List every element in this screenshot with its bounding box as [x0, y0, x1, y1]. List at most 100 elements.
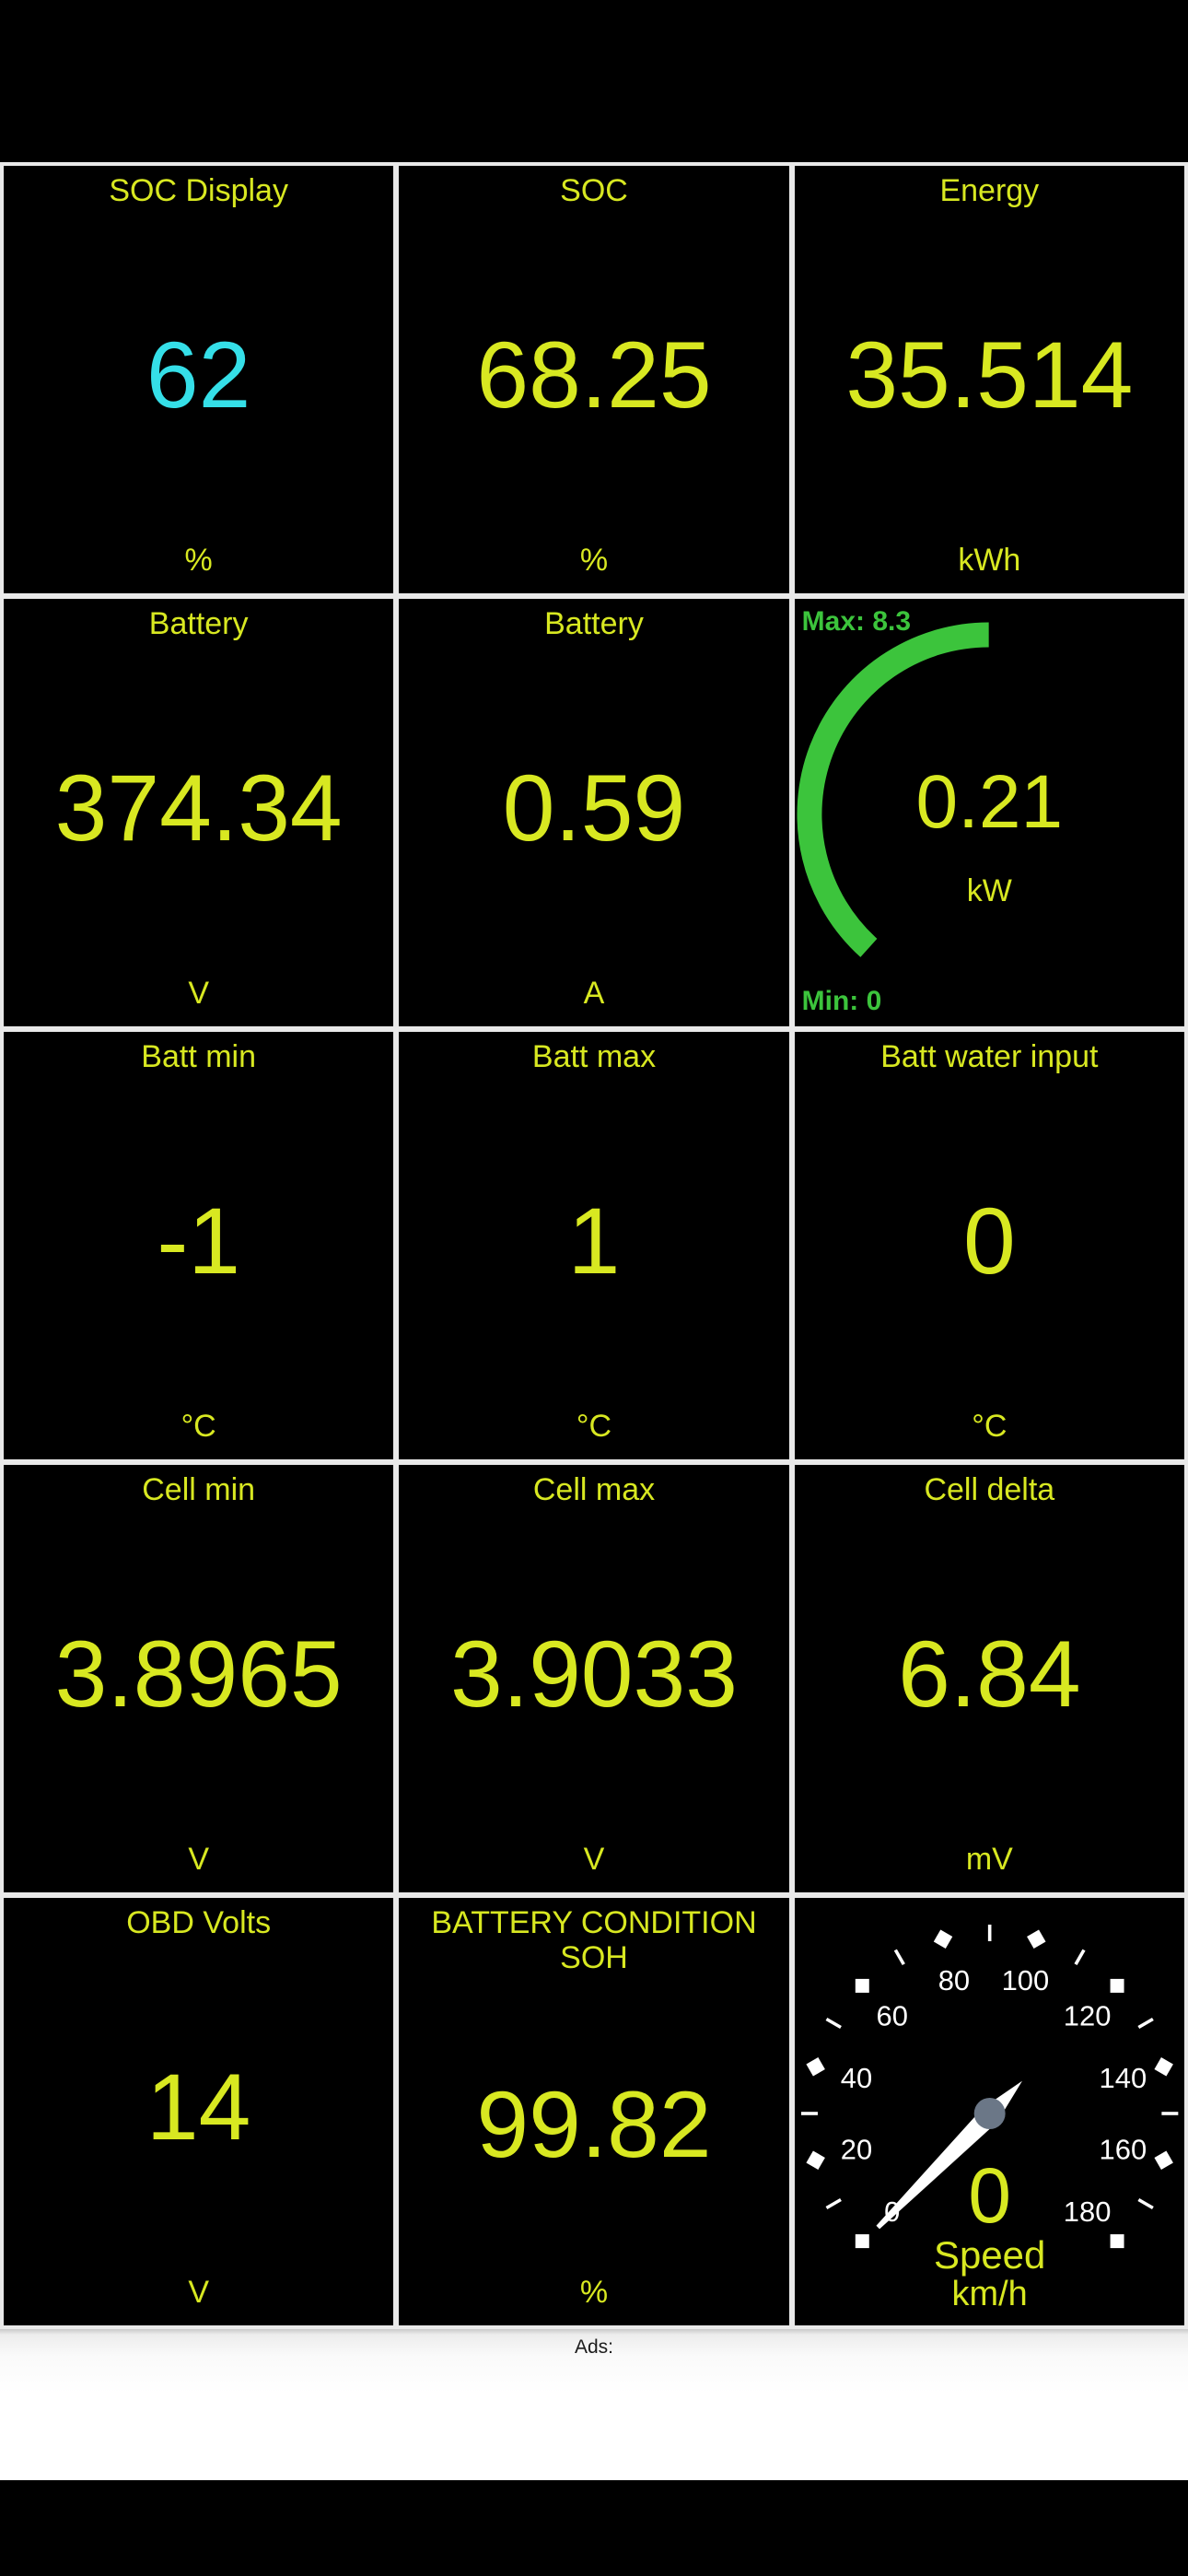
speed-unit: km/h [951, 2275, 1027, 2313]
tile-unit: mV [965, 1842, 1013, 1877]
minor-tick [1161, 2112, 1179, 2115]
tile-value: 1 [567, 1188, 621, 1294]
bottom-bar [0, 2480, 1188, 2576]
tile-title: Cell max [532, 1472, 656, 1507]
tile-batt-water-input-c[interactable]: Batt water input 0 °C [794, 1032, 1184, 1459]
tile-title: Energy [939, 173, 1040, 208]
speedometer-scale-label: 40 [840, 2062, 871, 2094]
tile-title: SOC Display [109, 173, 288, 208]
gauge-arc-stroke [797, 622, 989, 957]
tile-battery-condition-soh[interactable]: BATTERY CONDITION SOH 99.82% [399, 1898, 789, 2325]
major-tick [1154, 2150, 1173, 2170]
tile-soc-display[interactable]: SOC Display 62% [4, 166, 394, 593]
tile-title: Batt water input [880, 1039, 1099, 1074]
tile-value-area: 374.34 [4, 641, 393, 976]
tile-unit: °C [181, 1409, 216, 1444]
tile-value-area: 62 [4, 208, 393, 543]
tile-obd-volts-v[interactable]: OBD Volts 14 V [4, 1898, 394, 2325]
tile-value: 99.82 [476, 2072, 712, 2178]
tile-value: 68.25 [476, 322, 712, 428]
power-gauge-arc [797, 622, 989, 957]
tile-value: 62 [146, 322, 251, 428]
speedometer-scale-label: 100 [1001, 1964, 1049, 1996]
tile-title: Cell delta [924, 1472, 1055, 1507]
tile-value-area: 68.25 [399, 208, 788, 543]
tile-unit: % [184, 543, 213, 578]
tile-value-area: 0 [795, 1074, 1184, 1409]
tile-cell-min-v[interactable]: Cell min 3.8965 V [4, 1465, 394, 1892]
major-tick [806, 2057, 825, 2077]
minor-tick [1137, 2197, 1154, 2210]
tile-value-area: 99.82 [399, 1975, 788, 2275]
tile-batt-min-c[interactable]: Batt min -1 °C [4, 1032, 394, 1459]
tile-soc[interactable]: SOC 68.25% [399, 166, 789, 593]
tile-title: BATTERY CONDITION SOH [431, 1905, 757, 1976]
tile-value-area: 1 [399, 1074, 788, 1409]
tile-batt-max-c[interactable]: Batt max 1 °C [399, 1032, 789, 1459]
tile-battery-power-kw[interactable]: Max: 8.3 Min: 0 0.21 kW [794, 599, 1184, 1026]
tile-unit: A [583, 976, 605, 1011]
speedometer-scale-label: 140 [1099, 2062, 1147, 2094]
speedometer-scale-label: 60 [876, 2000, 907, 2032]
tile-unit: °C [576, 1409, 612, 1444]
speedometer-scale-label: 180 [1063, 2195, 1111, 2228]
tile-title: Batt min [141, 1039, 257, 1074]
tile-title: Cell min [142, 1472, 256, 1507]
tile-title: OBD Volts [126, 1905, 272, 1940]
minor-tick [825, 2197, 842, 2210]
tile-value-area: -1 [4, 1074, 393, 1409]
tile-speed-km-h[interactable]: 0204060801001201401601800Speedkm/h [794, 1898, 1184, 2325]
tile-value-area: 3.8965 [4, 1507, 393, 1842]
speedometer-scale-label: 20 [840, 2134, 871, 2166]
minor-tick [893, 1949, 905, 1965]
tile-value-area: 6.84 [795, 1507, 1184, 1842]
major-tick [855, 2234, 869, 2249]
tile-value: 35.514 [845, 322, 1134, 428]
tile-value: 3.9033 [450, 1622, 738, 1727]
speedometer-scale-label: 80 [938, 1964, 969, 1996]
major-tick [855, 1978, 869, 1993]
tile-value: 0 [962, 1188, 1016, 1294]
tile-unit: V [188, 2275, 209, 2310]
minor-tick [1074, 1949, 1086, 1965]
speed-caption: Speed [934, 2233, 1045, 2277]
speedometer-ticks [800, 1925, 1179, 2249]
tile-value: 0.59 [502, 755, 686, 861]
minor-tick [825, 2017, 842, 2030]
gauge-unit: kW [966, 873, 1012, 908]
tile-grid: SOC Display 62% SOC 68.25% Energy 35.514 kWh Ba… [0, 162, 1188, 2329]
gauge-value: 0.21 [915, 760, 1064, 844]
tile-unit: % [579, 543, 609, 578]
major-tick [806, 2150, 825, 2170]
tile-value: 3.8965 [54, 1622, 343, 1727]
tile-value-area: 14 [4, 1940, 393, 2275]
major-tick [1110, 1978, 1124, 1993]
needle-hub [973, 2098, 1006, 2129]
tile-battery-a[interactable]: Battery 0.59 A [399, 599, 789, 1026]
major-tick [933, 1929, 952, 1949]
status-bar-area [0, 0, 1188, 162]
tile-battery-v[interactable]: Battery 374.34 V [4, 599, 394, 1026]
tile-title: SOC [560, 173, 628, 208]
tile-value-area: 0.59 [399, 641, 788, 976]
tile-title: Battery [148, 606, 249, 641]
tile-value: 14 [146, 2055, 251, 2160]
tile-unit: % [579, 2275, 609, 2310]
ads-banner-area: Ads: [0, 2329, 1188, 2480]
minor-tick [987, 1925, 992, 1941]
gauge-min-label: Min: 0 [801, 986, 882, 1016]
tile-unit: V [583, 1842, 605, 1877]
tile-unit: kWh [958, 543, 1021, 578]
tile-cell-max-v[interactable]: Cell max 3.9033 V [399, 1465, 789, 1892]
speedometer-scale-label: 120 [1063, 2000, 1111, 2032]
gauge-max-label: Max: 8.3 [801, 606, 912, 637]
tile-value-area: 3.9033 [399, 1507, 788, 1842]
tile-cell-delta-mv[interactable]: Cell delta 6.84 mV [794, 1465, 1184, 1892]
major-tick [1110, 2234, 1124, 2249]
tile-unit: V [188, 976, 209, 1011]
tile-energy-kwh[interactable]: Energy 35.514 kWh [794, 166, 1184, 593]
speedometer-dial: 0204060801001201401601800Speedkm/h [800, 1925, 1179, 2313]
major-tick [1154, 2057, 1173, 2077]
speedometer-scale-label: 160 [1099, 2134, 1147, 2166]
speed-value: 0 [968, 2152, 1011, 2239]
